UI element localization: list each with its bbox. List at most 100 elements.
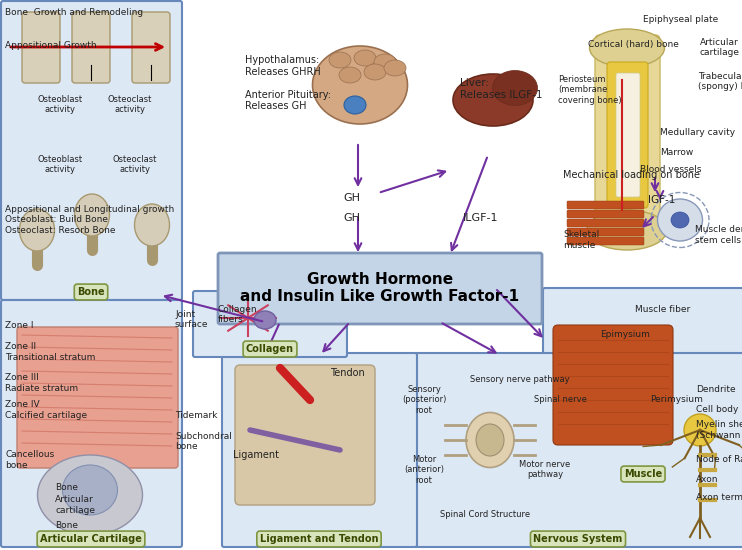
FancyBboxPatch shape — [218, 253, 542, 324]
Ellipse shape — [384, 60, 406, 76]
Text: Cancellous
bone: Cancellous bone — [5, 450, 54, 470]
Text: Tendon: Tendon — [330, 368, 365, 378]
Ellipse shape — [587, 210, 667, 250]
Ellipse shape — [466, 412, 514, 468]
Text: Marrow: Marrow — [660, 148, 693, 157]
Ellipse shape — [354, 50, 376, 66]
Ellipse shape — [364, 64, 386, 80]
FancyBboxPatch shape — [567, 237, 644, 245]
FancyBboxPatch shape — [1, 1, 182, 300]
Text: Muscle fiber: Muscle fiber — [635, 305, 690, 314]
Text: Ligament: Ligament — [233, 450, 279, 460]
Text: GH: GH — [343, 213, 360, 223]
Text: Epiphyseal plate: Epiphyseal plate — [643, 15, 718, 24]
FancyBboxPatch shape — [193, 291, 347, 357]
Text: Appositional Growth: Appositional Growth — [5, 41, 96, 50]
Text: Osteoclast
activity: Osteoclast activity — [108, 95, 152, 114]
Text: Articular
cartilage: Articular cartilage — [55, 496, 95, 515]
Ellipse shape — [374, 54, 396, 70]
Ellipse shape — [476, 424, 504, 456]
Text: Joint
surface: Joint surface — [175, 310, 209, 329]
Text: Collagen
fibers: Collagen fibers — [218, 305, 257, 324]
Ellipse shape — [38, 455, 142, 535]
Ellipse shape — [657, 199, 703, 241]
Text: Periosteum
(membrane
covering bone): Periosteum (membrane covering bone) — [558, 75, 622, 105]
Text: Perimysium: Perimysium — [650, 395, 703, 404]
Text: Medullary cavity: Medullary cavity — [660, 128, 735, 137]
Text: Subchondral
bone: Subchondral bone — [175, 432, 232, 452]
Text: Bone  Growth and Remodeling: Bone Growth and Remodeling — [5, 8, 143, 17]
Ellipse shape — [589, 29, 665, 67]
FancyBboxPatch shape — [17, 327, 178, 468]
Text: Axon: Axon — [696, 476, 718, 485]
Ellipse shape — [254, 311, 276, 329]
Text: Zone I: Zone I — [5, 321, 33, 329]
Text: IGF-1: IGF-1 — [648, 195, 675, 205]
Text: Spinal Cord Structure: Spinal Cord Structure — [440, 510, 530, 519]
Text: Zone II
Transitional stratum: Zone II Transitional stratum — [5, 342, 96, 362]
FancyBboxPatch shape — [553, 325, 673, 445]
Text: Zone III
Radiate stratum: Zone III Radiate stratum — [5, 373, 78, 393]
FancyBboxPatch shape — [607, 62, 648, 208]
Text: Muscle: Muscle — [624, 469, 662, 479]
Text: Cortical (hard) bone: Cortical (hard) bone — [588, 40, 679, 49]
Text: Muscle derived
stem cells: Muscle derived stem cells — [695, 226, 742, 245]
Ellipse shape — [74, 194, 110, 236]
Text: Myelin sheath
(Schwann cell): Myelin sheath (Schwann cell) — [696, 420, 742, 439]
Text: Bone: Bone — [77, 287, 105, 297]
Text: Growth Hormone
and Insulin Like Growth Factor-1: Growth Hormone and Insulin Like Growth F… — [240, 272, 519, 304]
Text: Liver:
Releases ILGF-1: Liver: Releases ILGF-1 — [460, 78, 542, 100]
Text: Axon terminals: Axon terminals — [696, 493, 742, 503]
Ellipse shape — [671, 212, 689, 228]
Text: Hypothalamus:
Releases GHRH

Anterior Pituitary:
Releases GH: Hypothalamus: Releases GHRH Anterior Pit… — [245, 55, 331, 112]
Ellipse shape — [684, 414, 716, 446]
FancyBboxPatch shape — [235, 365, 375, 505]
Text: Articular
cartilage: Articular cartilage — [700, 38, 740, 57]
FancyBboxPatch shape — [567, 201, 644, 209]
Text: Motor nerve
pathway: Motor nerve pathway — [519, 460, 571, 480]
FancyBboxPatch shape — [413, 353, 742, 547]
Text: Epimysium: Epimysium — [600, 330, 650, 339]
Text: Blood vessels: Blood vessels — [640, 165, 701, 174]
Text: Node of Ranvier: Node of Ranvier — [696, 455, 742, 465]
Text: Appositional and Longitudinal growth
Osteoblast: Build Bone
Osteoclast: Resorb B: Appositional and Longitudinal growth Ost… — [5, 205, 174, 235]
Text: GH: GH — [343, 193, 360, 203]
FancyBboxPatch shape — [567, 228, 644, 236]
FancyBboxPatch shape — [543, 288, 742, 482]
Text: Osteoblast
activity: Osteoblast activity — [37, 155, 82, 174]
Text: Osteoclast
activity: Osteoclast activity — [113, 155, 157, 174]
Ellipse shape — [134, 204, 169, 246]
Text: Motor
(anterior)
root: Motor (anterior) root — [404, 455, 444, 485]
Ellipse shape — [344, 96, 366, 114]
FancyBboxPatch shape — [567, 210, 644, 218]
Ellipse shape — [493, 70, 537, 106]
Text: Sensory
(posterior)
root: Sensory (posterior) root — [402, 385, 446, 415]
Text: Bone: Bone — [55, 483, 78, 492]
Ellipse shape — [19, 209, 54, 251]
Text: Zone IV
Calcified cartilage: Zone IV Calcified cartilage — [5, 400, 87, 420]
Ellipse shape — [453, 74, 533, 126]
FancyBboxPatch shape — [567, 219, 644, 227]
Text: Mechanical loading on bone: Mechanical loading on bone — [563, 170, 700, 180]
FancyBboxPatch shape — [1, 300, 182, 547]
FancyBboxPatch shape — [132, 12, 170, 83]
FancyBboxPatch shape — [22, 12, 60, 83]
Text: Trabecular
(spongy) bone: Trabecular (spongy) bone — [698, 72, 742, 91]
Text: Skeletal
muscle: Skeletal muscle — [563, 230, 600, 250]
Text: Articular Cartilage: Articular Cartilage — [40, 534, 142, 544]
Ellipse shape — [329, 52, 351, 68]
Text: Sensory nerve pathway: Sensory nerve pathway — [470, 375, 570, 384]
FancyBboxPatch shape — [595, 35, 660, 225]
Text: Dendrite: Dendrite — [696, 386, 735, 394]
Ellipse shape — [312, 46, 407, 124]
FancyBboxPatch shape — [616, 73, 640, 197]
Ellipse shape — [62, 465, 117, 515]
FancyBboxPatch shape — [222, 353, 417, 547]
Text: Spinal nerve: Spinal nerve — [533, 395, 586, 404]
Text: Cell body: Cell body — [696, 405, 738, 415]
Text: Collagen: Collagen — [246, 344, 294, 354]
Ellipse shape — [339, 67, 361, 83]
Text: Tidemark: Tidemark — [175, 410, 217, 420]
Text: ILGF-1: ILGF-1 — [463, 213, 499, 223]
Text: Ligament and Tendon: Ligament and Tendon — [260, 534, 378, 544]
